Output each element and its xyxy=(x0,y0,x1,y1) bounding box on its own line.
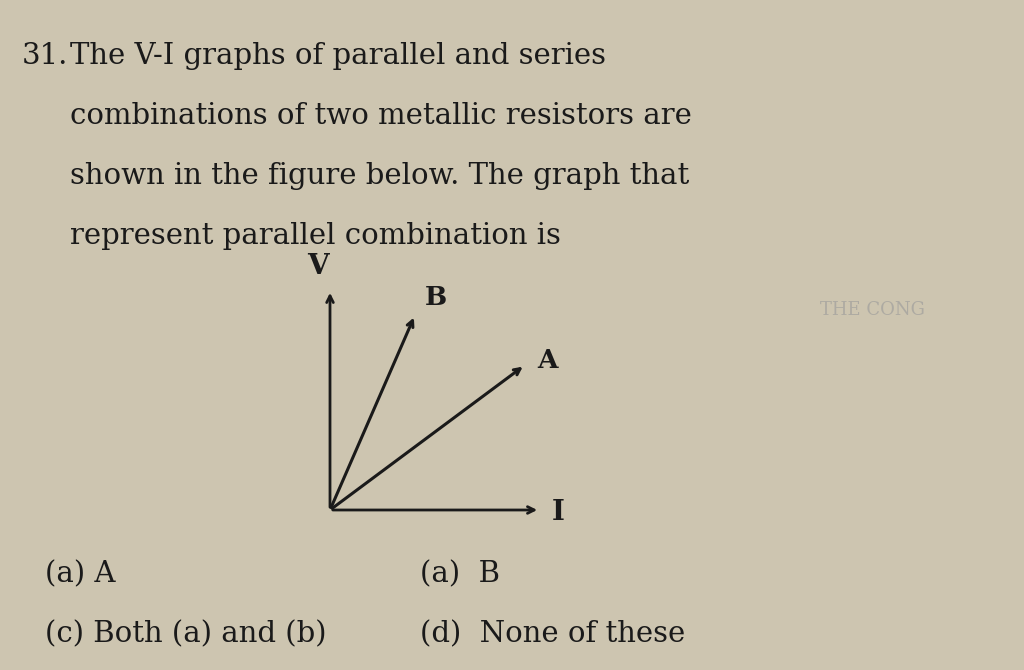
Text: A: A xyxy=(537,348,557,373)
Text: THE CONG: THE CONG xyxy=(820,301,925,319)
Text: I: I xyxy=(552,498,565,525)
Text: The V-I graphs of parallel and series: The V-I graphs of parallel and series xyxy=(70,42,606,70)
Text: (a) A: (a) A xyxy=(45,560,116,588)
Text: 31.: 31. xyxy=(22,42,69,70)
Text: V: V xyxy=(307,253,329,280)
Text: shown in the figure below. The graph that: shown in the figure below. The graph tha… xyxy=(70,162,689,190)
Text: represent parallel combination is: represent parallel combination is xyxy=(70,222,561,250)
Text: (a)  B: (a) B xyxy=(420,560,500,588)
Text: (d)  None of these: (d) None of these xyxy=(420,620,685,648)
Text: combinations of two metallic resistors are: combinations of two metallic resistors a… xyxy=(70,102,692,130)
Text: B: B xyxy=(425,285,447,310)
Text: (c) Both (a) and (b): (c) Both (a) and (b) xyxy=(45,620,327,648)
